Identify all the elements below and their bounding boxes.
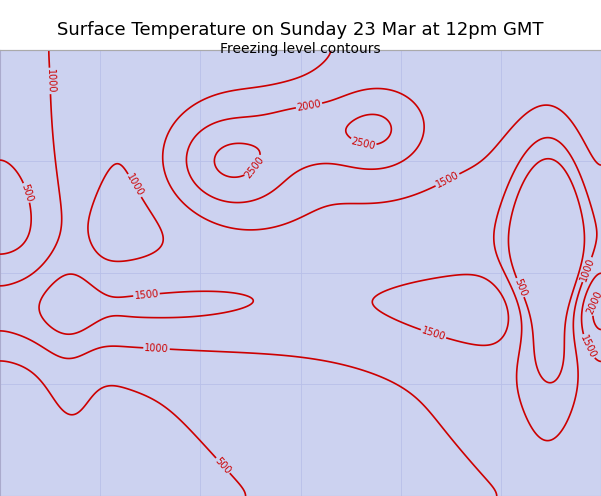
Text: 1000: 1000 (578, 256, 596, 283)
Text: Surface Temperature on Sunday 23 Mar at 12pm GMT: Surface Temperature on Sunday 23 Mar at … (57, 21, 544, 39)
Text: 500: 500 (213, 455, 233, 476)
Text: 1000: 1000 (124, 173, 145, 199)
Text: 2500: 2500 (350, 136, 376, 151)
Text: 500: 500 (512, 277, 528, 298)
Text: 2000: 2000 (296, 99, 322, 113)
Text: 1000: 1000 (44, 68, 55, 93)
Text: 1500: 1500 (134, 289, 159, 301)
Text: 1500: 1500 (435, 170, 461, 190)
Text: 1500: 1500 (420, 325, 447, 343)
Text: 2000: 2000 (585, 290, 601, 316)
Text: 2500: 2500 (243, 154, 266, 180)
Text: 500: 500 (19, 183, 34, 203)
Text: 1500: 1500 (578, 333, 597, 360)
Text: Freezing level contours: Freezing level contours (220, 42, 381, 56)
Text: 1000: 1000 (144, 343, 169, 354)
